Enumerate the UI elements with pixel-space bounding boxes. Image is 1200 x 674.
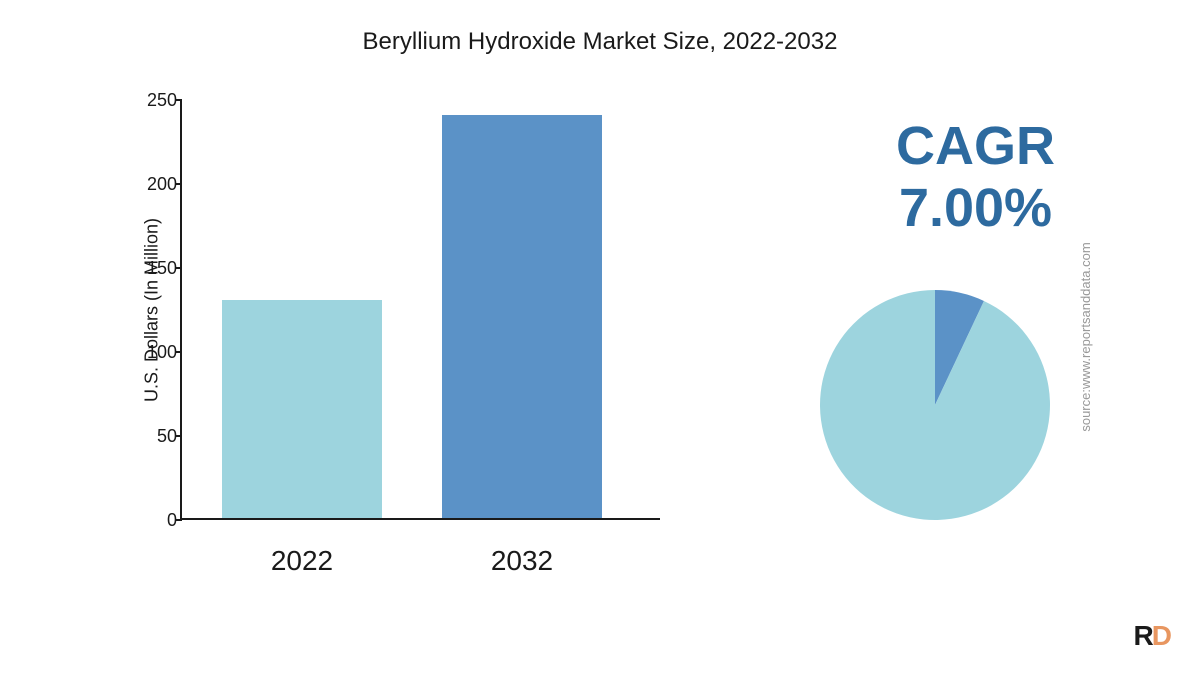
chart-title: Beryllium Hydroxide Market Size, 2022-20…	[0, 28, 1200, 56]
y-tick-mark	[176, 351, 182, 353]
y-tick-mark	[176, 519, 182, 521]
cagr-label: CAGR	[896, 115, 1055, 177]
y-tick-label: 100	[137, 342, 177, 363]
pie-slice	[820, 290, 1050, 520]
pie-chart	[820, 290, 1050, 525]
bar	[442, 115, 602, 518]
x-tick-label: 2022	[222, 545, 382, 577]
bar	[222, 300, 382, 518]
logo-r: R	[1134, 620, 1152, 651]
y-tick-label: 250	[137, 90, 177, 111]
x-tick-label: 2032	[442, 545, 602, 577]
logo-d: D	[1152, 620, 1170, 651]
y-tick-mark	[176, 435, 182, 437]
y-tick-mark	[176, 99, 182, 101]
pie-svg	[820, 290, 1050, 520]
y-tick-label: 200	[137, 174, 177, 195]
y-tick-mark	[176, 183, 182, 185]
logo: RD	[1134, 620, 1170, 652]
cagr-box: CAGR 7.00%	[896, 115, 1055, 239]
source-text: source:www.reportsanddata.com	[1078, 242, 1093, 431]
y-tick-label: 50	[137, 426, 177, 447]
y-tick-label: 150	[137, 258, 177, 279]
y-tick-mark	[176, 267, 182, 269]
bar-chart-plot: 05010015020025020222032	[180, 100, 660, 520]
cagr-value: 7.00%	[896, 177, 1055, 239]
bar-chart-area: U.S. Dollars (In Million) 05010015020025…	[130, 100, 660, 520]
y-axis-label: U.S. Dollars (In Million)	[142, 218, 163, 402]
y-tick-label: 0	[137, 510, 177, 531]
chart-container: Beryllium Hydroxide Market Size, 2022-20…	[0, 0, 1200, 674]
